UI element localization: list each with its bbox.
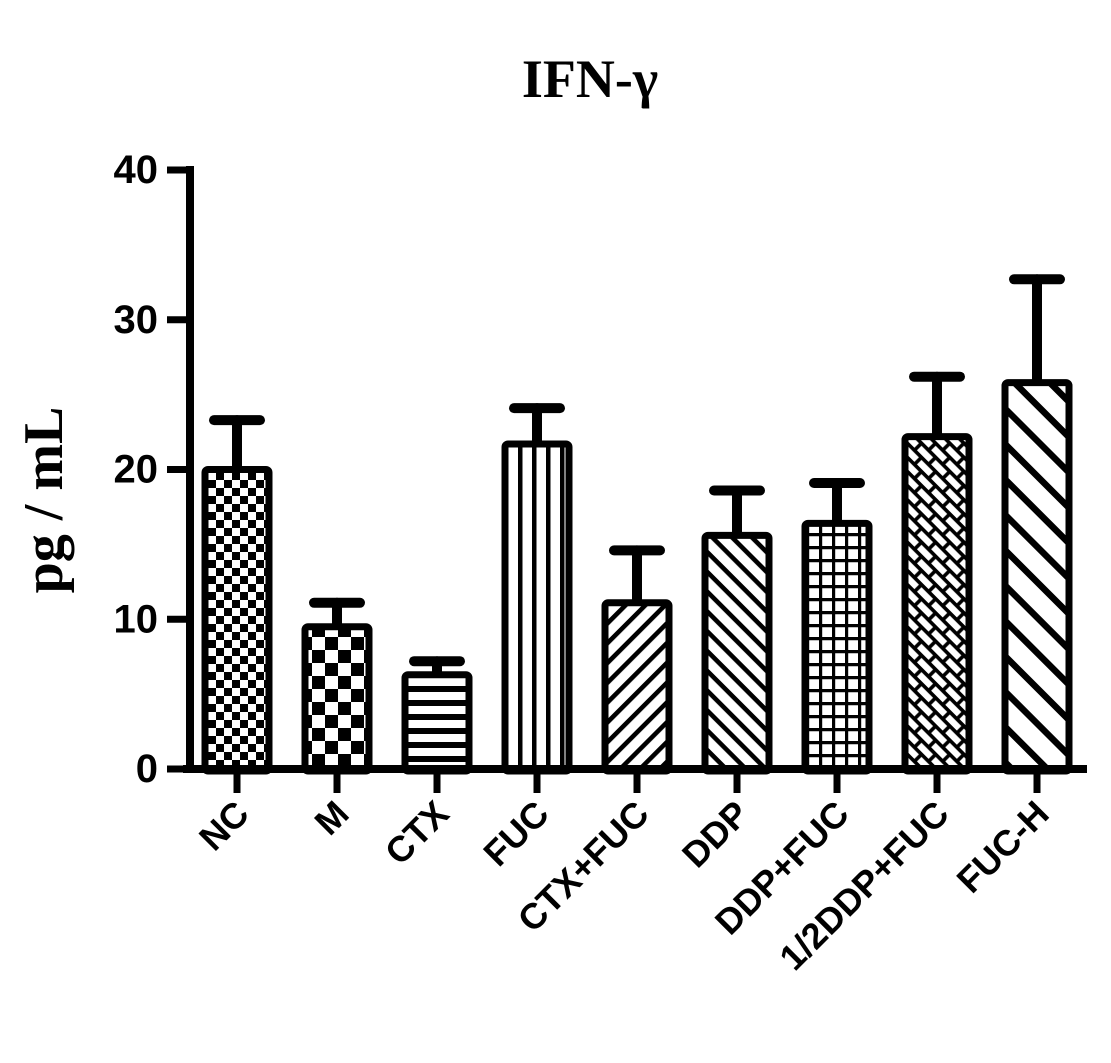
bar-DDP bbox=[701, 531, 773, 775]
bar-group-M bbox=[301, 597, 373, 775]
y-tick-label-10: 10 bbox=[114, 597, 159, 641]
bar-group-DDP-FUC bbox=[801, 478, 873, 775]
bar-group-NC bbox=[201, 415, 273, 775]
y-tick-label-0: 0 bbox=[136, 747, 158, 791]
y-tick-label-20: 20 bbox=[114, 448, 159, 492]
bar-CTX-FUC bbox=[601, 599, 673, 775]
bar-DDP-FUC bbox=[801, 519, 873, 775]
bar-group-1-2DDP-FUC bbox=[901, 371, 973, 775]
bar-FUC bbox=[501, 440, 573, 775]
bar-M bbox=[301, 623, 373, 775]
y-tick-label-30: 30 bbox=[114, 298, 159, 342]
bar-CTX bbox=[401, 671, 473, 775]
y-tick-label-40: 40 bbox=[114, 148, 159, 192]
bar-FUC-H bbox=[1001, 379, 1073, 775]
bar-1-2DDP-FUC bbox=[901, 433, 973, 775]
y-axis-label: pg / mL bbox=[13, 407, 75, 594]
bar-NC bbox=[201, 466, 273, 775]
bar-group-CTX bbox=[401, 656, 473, 775]
chart-title: IFN-γ bbox=[522, 49, 658, 109]
bar-group-FUC bbox=[501, 403, 573, 775]
bar-group-DDP bbox=[701, 485, 773, 775]
